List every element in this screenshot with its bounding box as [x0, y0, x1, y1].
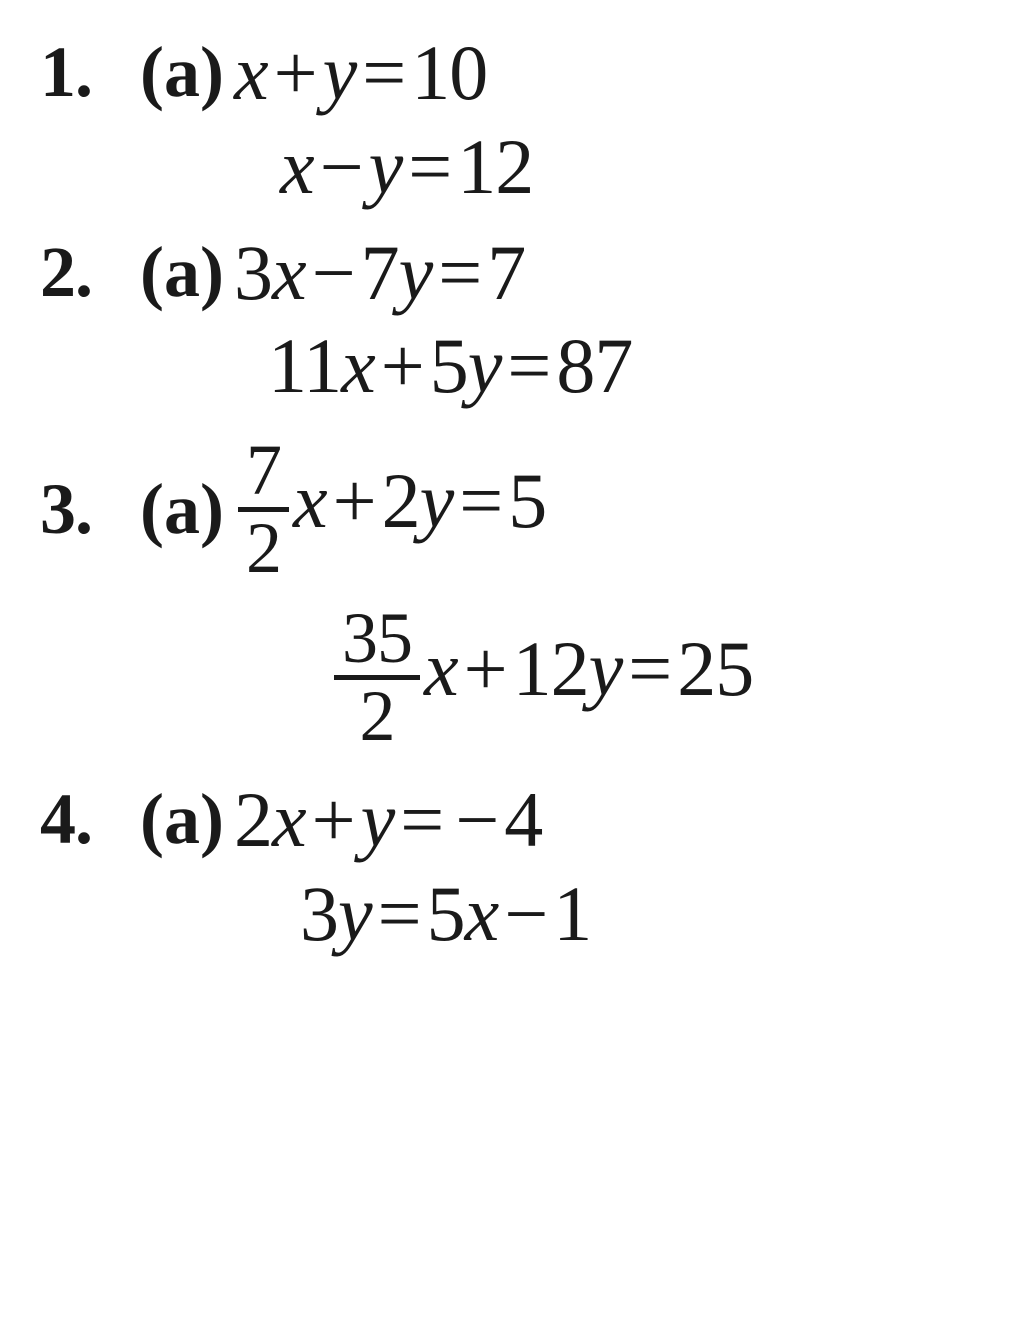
equation-line-2: x−y=12: [40, 124, 984, 210]
equation-line-1: 3.(a)72x+2y=5: [40, 429, 984, 589]
problem-number: 3.: [40, 470, 140, 549]
problem-part: (a): [140, 470, 224, 549]
problem: 2.(a)3x−7y=711x+5y=87: [40, 230, 984, 410]
equation-line-2: 11x+5y=87: [40, 323, 984, 409]
problem-list: 1.(a)x+y=10x−y=122.(a)3x−7y=711x+5y=873.…: [40, 30, 984, 957]
equation: 72x+2y=5: [234, 436, 546, 582]
problem-number: 1.: [40, 33, 140, 112]
equation: x+y=10: [234, 30, 487, 116]
equation: 2x+y=−4: [234, 777, 542, 863]
equation-line-2: 3y=5x−1: [40, 871, 984, 957]
problem-number: 2.: [40, 233, 140, 312]
equation-line-1: 4.(a)2x+y=−4: [40, 777, 984, 863]
problem-part: (a): [140, 33, 224, 112]
equation: x−y=12: [280, 124, 533, 210]
problem-part: (a): [140, 780, 224, 859]
problem: 3.(a)72x+2y=5 352x+12y=25: [40, 429, 984, 757]
equation: 3y=5x−1: [300, 871, 591, 957]
equation: 3x−7y=7: [234, 230, 525, 316]
problem-number: 4.: [40, 780, 140, 859]
equation: 352x+12y=25: [330, 604, 753, 750]
equation: 11x+5y=87: [268, 323, 632, 409]
equation-line-2: 352x+12y=25: [40, 597, 984, 757]
equation-line-1: 1.(a)x+y=10: [40, 30, 984, 116]
problem-part: (a): [140, 233, 224, 312]
problem: 1.(a)x+y=10x−y=12: [40, 30, 984, 210]
equation-line-1: 2.(a)3x−7y=7: [40, 230, 984, 316]
problem: 4.(a)2x+y=−43y=5x−1: [40, 777, 984, 957]
